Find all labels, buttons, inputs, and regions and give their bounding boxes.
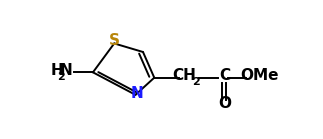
Text: H: H: [50, 63, 63, 78]
Text: O: O: [218, 96, 231, 111]
Text: OMe: OMe: [240, 68, 279, 83]
Text: S: S: [109, 33, 120, 48]
Text: N: N: [59, 63, 72, 78]
Text: 2: 2: [192, 77, 199, 87]
Text: CH: CH: [172, 68, 196, 83]
Text: N: N: [130, 86, 143, 101]
Text: C: C: [219, 68, 230, 83]
Text: 2: 2: [57, 72, 65, 82]
